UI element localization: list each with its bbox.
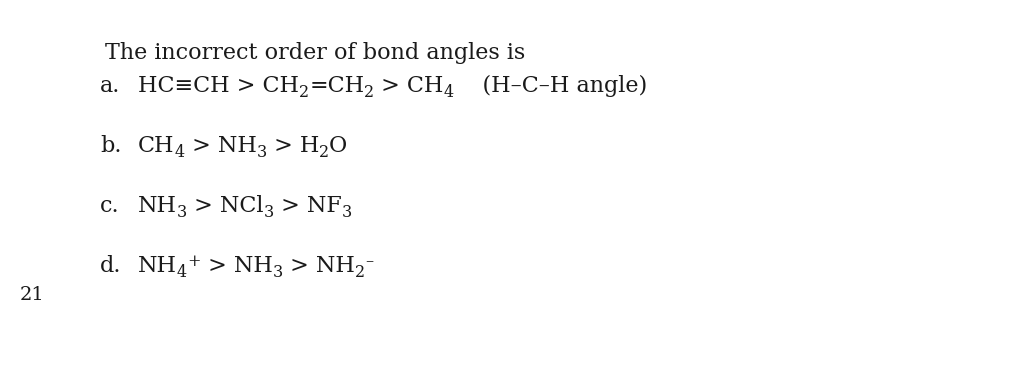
Text: > NH: > NH	[283, 255, 354, 277]
Text: NH: NH	[138, 195, 177, 217]
Text: > NH: > NH	[201, 255, 272, 277]
Text: O: O	[330, 135, 347, 157]
Text: b.: b.	[100, 135, 122, 157]
Text: a.: a.	[100, 75, 121, 97]
Text: The incorrect order of bond angles is: The incorrect order of bond angles is	[105, 42, 525, 64]
Text: 21: 21	[20, 286, 45, 304]
Text: > NCl: > NCl	[187, 195, 264, 217]
Text: =CH: =CH	[309, 75, 365, 97]
Text: 2: 2	[365, 84, 375, 101]
Text: 3: 3	[177, 204, 187, 221]
Text: (H–C–H angle): (H–C–H angle)	[454, 75, 647, 97]
Text: > H: > H	[266, 135, 319, 157]
Text: c.: c.	[100, 195, 120, 217]
Text: 4: 4	[174, 144, 184, 161]
Text: HC≡CH > CH: HC≡CH > CH	[138, 75, 299, 97]
Text: 2: 2	[299, 84, 309, 101]
Text: 2: 2	[354, 264, 365, 281]
Text: > NF: > NF	[274, 195, 342, 217]
Text: d.: d.	[100, 255, 122, 277]
Text: > NH: > NH	[184, 135, 256, 157]
Text: 3: 3	[256, 144, 266, 161]
Text: CH: CH	[138, 135, 174, 157]
Text: NH: NH	[138, 255, 177, 277]
Text: 4: 4	[443, 84, 454, 101]
Text: 3: 3	[342, 204, 352, 221]
Text: 4: 4	[177, 264, 187, 281]
Text: > CH: > CH	[375, 75, 443, 97]
Text: +: +	[187, 253, 201, 270]
Text: 3: 3	[272, 264, 283, 281]
Text: –: –	[365, 253, 373, 270]
Text: 3: 3	[264, 204, 274, 221]
Text: 2: 2	[319, 144, 330, 161]
